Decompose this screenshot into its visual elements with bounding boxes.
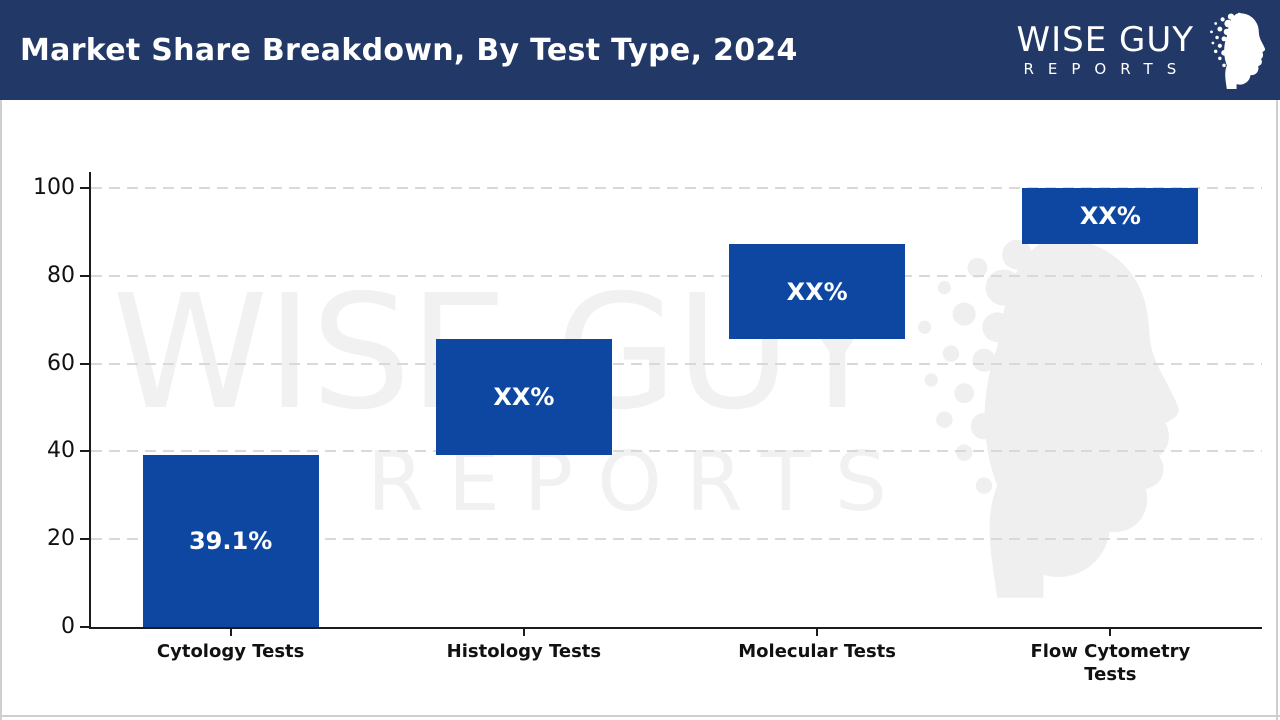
y-axis-line [89, 172, 91, 629]
panel-border-bottom [0, 715, 1280, 717]
y-tick-mark [80, 538, 89, 541]
header-bar: Market Share Breakdown, By Test Type, 20… [0, 0, 1280, 100]
gridline [91, 187, 1262, 189]
bar-value-label: XX% [786, 277, 848, 306]
x-category-label: Flow Cytometry Tests [1030, 641, 1191, 685]
gridline [91, 538, 1262, 541]
y-tick-label: 20 [47, 526, 75, 552]
gridline [91, 362, 1262, 365]
x-tick-mark [1109, 629, 1112, 636]
y-tick-label: 100 [33, 175, 75, 200]
x-tick-mark [522, 629, 525, 636]
y-tick-mark [80, 274, 89, 277]
brand-tagline: REPORTS [1023, 60, 1191, 78]
bar-segment: XX% [435, 339, 612, 456]
panel-border-left [0, 100, 2, 720]
brand-name: WISE GUY [1016, 20, 1194, 60]
y-tick-label: 0 [61, 614, 75, 639]
y-tick-mark [80, 626, 89, 628]
x-category-label: Cytology Tests [156, 641, 305, 662]
x-axis-line [89, 627, 1262, 629]
gridline [91, 274, 1262, 277]
x-category-label: Histology Tests [446, 641, 602, 662]
plot-area: 0 20 40 60 80 100 39.1% Cytology Tests XX% Histol… [0, 100, 1280, 720]
bar-segment: XX% [729, 243, 906, 340]
y-tick-label: 40 [47, 438, 75, 464]
bar-value-label: XX% [1079, 201, 1141, 230]
page-title: Market Share Breakdown, By Test Type, 20… [20, 32, 798, 68]
bar-segment: 39.1% [142, 455, 319, 627]
y-tick-mark [80, 362, 89, 365]
brand-logo-text: WISE GUY REPORTS [1016, 23, 1194, 77]
y-tick-label: 80 [47, 262, 75, 288]
panel-border-right [1276, 100, 1278, 720]
bar-value-label: 39.1% [188, 527, 273, 556]
bar-value-label: XX% [493, 383, 555, 412]
chart-canvas: WISE GUY REPORTS 0 20 40 60 80 100 39.1% Cytolo… [0, 100, 1280, 720]
y-tick-mark [80, 450, 89, 453]
gridline [91, 450, 1262, 453]
y-tick-label: 60 [47, 350, 75, 376]
brand-logo: WISE GUY REPORTS [1016, 11, 1266, 89]
x-category-label: Molecular Tests [738, 641, 896, 662]
y-tick-mark [80, 187, 89, 189]
bar-segment: XX% [1022, 188, 1199, 244]
brand-head-icon [1210, 12, 1266, 89]
x-tick-mark [229, 629, 232, 636]
x-tick-mark [816, 629, 819, 636]
